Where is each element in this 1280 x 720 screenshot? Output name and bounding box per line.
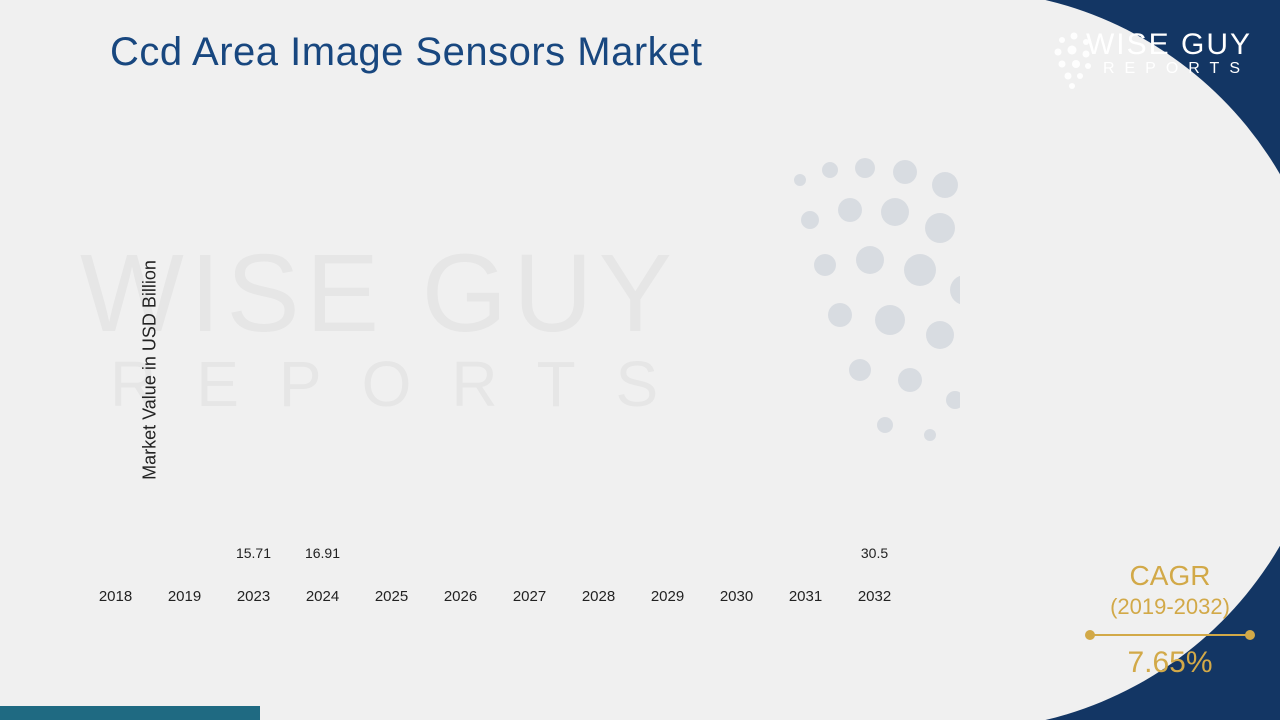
logo-line2: REPORTS (1086, 60, 1252, 78)
cagr-divider (1090, 634, 1250, 636)
logo-line1: WISE GUY (1086, 28, 1252, 62)
x-tick-label: 2028 (573, 588, 624, 605)
bar-value-label: 16.91 (297, 545, 348, 561)
x-tick-label: 2027 (504, 588, 555, 605)
plot-area: 2018201915.71202316.91202420252026202720… (90, 160, 900, 580)
bars-container: 2018201915.71202316.91202420252026202720… (90, 160, 900, 580)
bar-value-label: 30.5 (849, 545, 900, 561)
x-tick-label: 2019 (159, 588, 210, 605)
cagr-block: CAGR (2019-2032) 7.65% (1060, 560, 1280, 680)
x-tick-label: 2030 (711, 588, 762, 605)
x-tick-label: 2025 (366, 588, 417, 605)
chart-title: Ccd Area Image Sensors Market (110, 30, 703, 75)
bar-value-label: 15.71 (228, 545, 279, 561)
bottom-accent-bar (0, 706, 260, 720)
logo: WISE GUY REPORTS (1086, 28, 1252, 78)
cagr-range: (2019-2032) (1060, 594, 1280, 620)
x-tick-label: 2024 (297, 588, 348, 605)
right-panel: WISE GUY REPORTS CAGR (2019-2032) 7.65% (960, 0, 1280, 720)
x-tick-label: 2026 (435, 588, 486, 605)
cagr-value: 7.65% (1060, 646, 1280, 680)
x-tick-label: 2031 (780, 588, 831, 605)
x-tick-label: 2029 (642, 588, 693, 605)
x-tick-label: 2032 (849, 588, 900, 605)
x-tick-label: 2023 (228, 588, 279, 605)
bar-chart: Market Value in USD Billion 2018201915.7… (80, 160, 900, 580)
cagr-label: CAGR (1060, 560, 1280, 592)
canvas: WISE GUY REPORTS Ccd Area Image Sensors … (0, 0, 1280, 720)
x-tick-label: 2018 (90, 588, 141, 605)
